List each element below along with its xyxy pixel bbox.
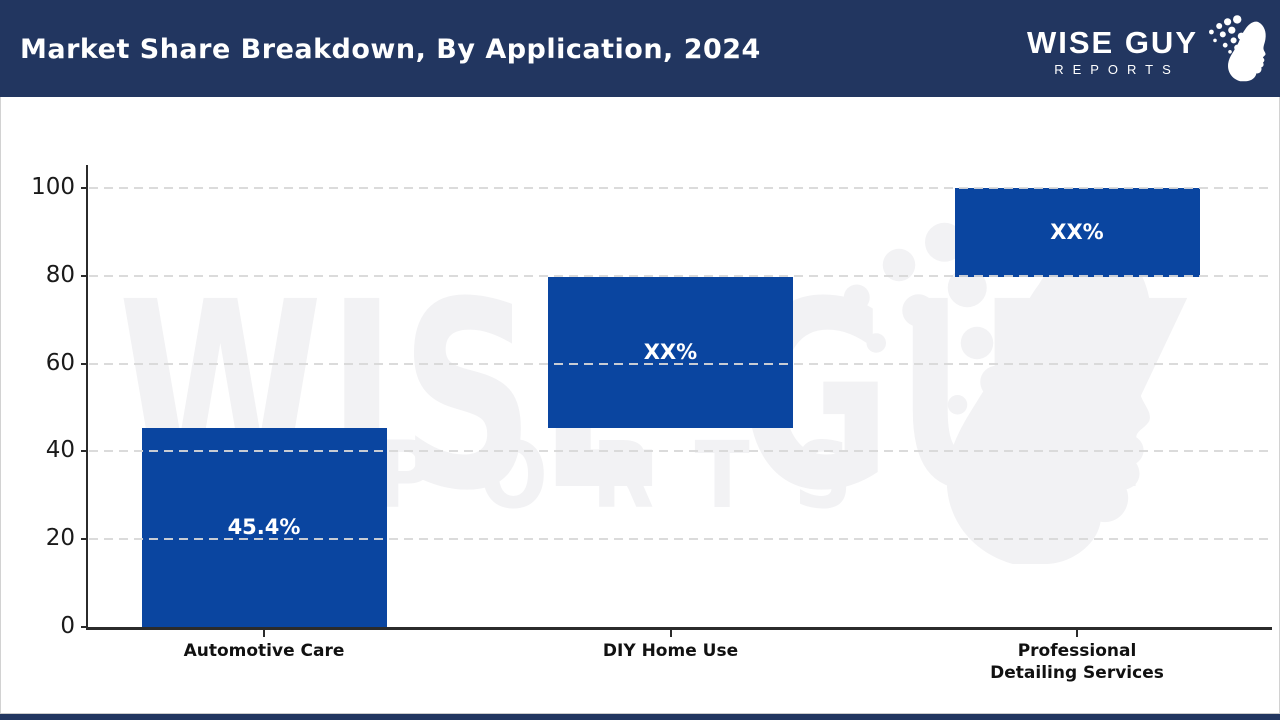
bar-value-label: XX% (1050, 220, 1104, 245)
y-tick-mark (81, 362, 88, 365)
logo-text: WISE GUY REPORTS (1027, 27, 1198, 77)
gridline-60 (89, 362, 1272, 365)
logo-brand-name: WISE GUY (1026, 25, 1198, 61)
bar-professional-detailing-services: XX% (954, 188, 1200, 277)
y-tick-label: 40 (45, 437, 75, 464)
category-label-diy-home-use: DIY Home Use (602, 641, 739, 661)
category-label-professional-detailing-services: Professional Detailing Services (990, 641, 1164, 684)
wise-guy-logo: WISE GUY REPORTS (1027, 14, 1272, 86)
bar-diy-home-use: XX% (548, 276, 793, 428)
y-tick-label: 0 (60, 613, 75, 639)
page-title: Market Share Breakdown, By Application, … (20, 34, 761, 65)
y-axis-line (86, 165, 88, 629)
y-tick-mark (81, 450, 88, 453)
bar-value-label: XX% (643, 340, 698, 365)
logo-brand-sub: REPORTS (1054, 61, 1180, 77)
y-tick-label: 100 (31, 174, 75, 200)
category-label-automotive-care: Automotive Care (183, 641, 345, 661)
y-tick-mark (81, 538, 88, 541)
footer-bar (0, 713, 1280, 720)
x-axis-line (86, 627, 1272, 630)
logo-head-icon (1209, 15, 1266, 82)
y-tick-label: 20 (45, 525, 75, 552)
gridline-80 (89, 274, 1272, 277)
gridline-20 (89, 538, 1272, 541)
bar-automotive-care: 45.4% (141, 427, 387, 627)
y-tick-label: 60 (45, 349, 75, 376)
y-tick-mark (81, 626, 88, 628)
gridline-100 (89, 187, 1272, 189)
y-tick-mark (81, 187, 88, 189)
bar-value-label: 45.4% (227, 515, 301, 540)
header: Market Share Breakdown, By Application, … (0, 0, 1280, 97)
y-tick-mark (81, 274, 88, 277)
y-tick-label: 80 (45, 261, 75, 288)
gridline-40 (89, 450, 1272, 453)
x-tick-mark (1076, 630, 1078, 637)
x-tick-mark (263, 630, 265, 637)
x-tick-mark (669, 630, 672, 637)
